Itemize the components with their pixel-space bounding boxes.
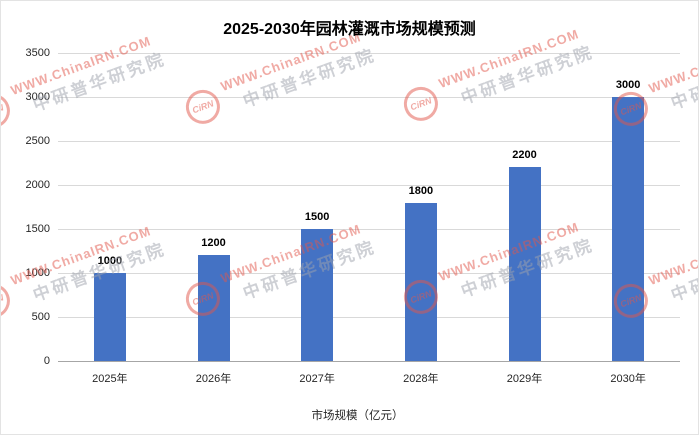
bar [612,97,645,361]
bar-value-label: 2200 [512,149,537,162]
gridline [58,97,680,98]
y-axis-tick-label: 3500 [25,47,50,59]
x-axis-line [58,361,680,362]
legend-swatch [296,410,306,420]
gridline [58,317,680,318]
legend-label: 市场规模（亿元） [311,410,404,422]
chart-title: 2025-2030年园林灌溉市场规模预测 [223,21,476,38]
bar [404,202,437,361]
x-axis-tick-label: 2028年 [403,373,439,385]
y-axis-tick-label: 2000 [25,179,50,191]
y-axis-tick-label: 1000 [25,267,50,279]
gridline [58,273,680,274]
bar-value-label: 1000 [97,255,123,267]
watermark-cirn-logo: CiRN [1,89,15,133]
x-axis-tick-label: 2026年 [195,373,232,385]
y-axis-tick-label: 3000 [25,91,50,103]
bar-value-label: 1200 [201,237,226,250]
y-axis-tick-label: 500 [31,311,50,323]
x-axis-tick-label: 2029年 [506,373,543,385]
bar [301,229,334,361]
gridline [58,229,680,230]
bar [508,167,541,361]
bar-value-label: 1800 [408,184,434,197]
bar [197,255,230,361]
legend: 市场规模（亿元） [1,407,698,423]
x-axis-tick-label: 2027年 [299,373,335,385]
gridline [58,185,680,186]
bar-value-label: 1500 [304,211,330,223]
x-axis-tick-label: 2030年 [610,373,646,385]
y-axis-tick-label: 0 [43,355,50,367]
gridline [58,141,680,142]
y-axis-tick-label: 2500 [25,135,50,147]
x-axis-tick-label: 2025年 [92,373,128,385]
plot-area: 0 500 1000 1500 2000 2500 3000 3500 1000 2025年 120… [26,47,680,385]
gridline [58,53,680,54]
watermark-cirn-logo: CiRN [1,279,15,323]
bar [93,273,126,361]
bar-value-label: 3000 [615,79,641,91]
y-axis-tick-label: 1500 [25,223,50,235]
